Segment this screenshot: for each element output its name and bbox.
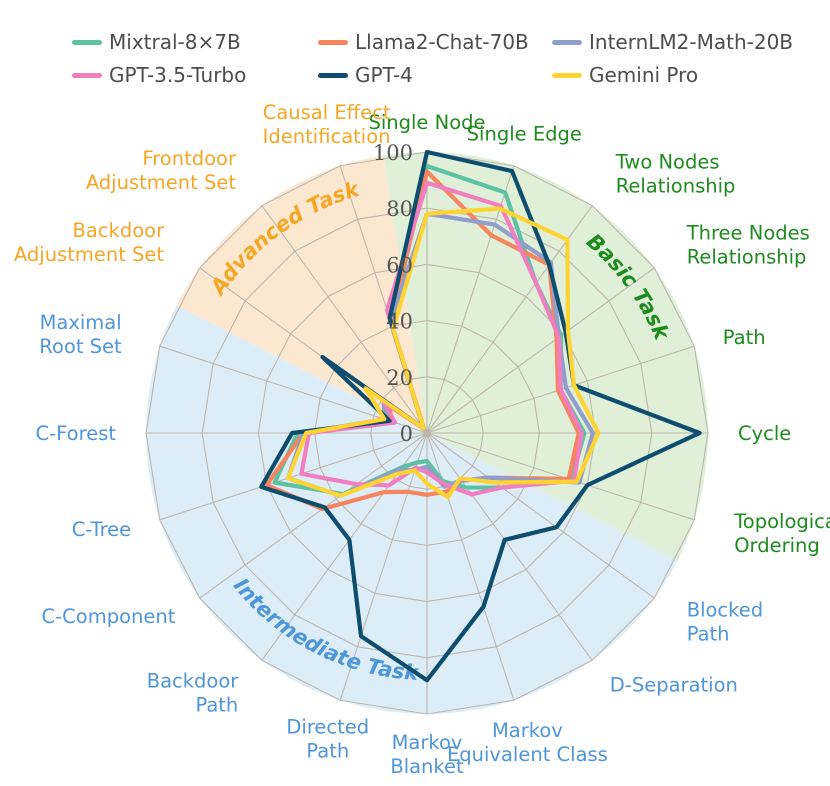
legend-color-swatch <box>318 72 348 78</box>
legend-item[interactable]: Gemini Pro <box>552 65 698 85</box>
legend-color-swatch <box>72 72 102 78</box>
legend-item[interactable]: Mixtral-8×7B <box>72 32 241 52</box>
axis-spoke <box>426 432 655 599</box>
axis-label-line: Causal Effect <box>263 101 391 124</box>
series-line-gpt-3-5-turbo <box>299 180 584 497</box>
legend-item-label: InternLM2-Math-20B <box>589 30 794 54</box>
axis-label-line: Frontdoor <box>142 147 237 170</box>
axis-label-line: Adjustment Set <box>14 243 165 266</box>
axis-label-line: Root Set <box>39 335 122 358</box>
task-group-sector <box>383 152 709 561</box>
legend-item-label: Llama2-Chat-70B <box>355 30 529 54</box>
legend-color-swatch <box>318 39 348 45</box>
legend-item-label: Mixtral-8×7B <box>109 30 241 54</box>
axis-label-line: Directed <box>286 715 369 738</box>
axis-label-line: Path <box>195 694 238 717</box>
task-group-sector <box>145 305 678 714</box>
radial-tick-label: 40 <box>386 310 413 334</box>
axis-label-line: Markov <box>492 719 563 742</box>
axis-spoke <box>339 432 428 701</box>
radial-tick-labels: 0 20 40 60 80 100 <box>373 141 413 446</box>
axis-label-line: Single Node <box>368 111 485 134</box>
axis-label-c-tree: C-Tree <box>72 518 132 541</box>
axis-label-line: Equivalent Class <box>447 743 608 766</box>
axis-label-line: Topological <box>733 510 830 533</box>
axis-label-line: Blocked <box>687 599 763 622</box>
axis-label-line: D-Separation <box>610 674 738 697</box>
axis-label-line: C-Tree <box>72 518 132 541</box>
axis-label-line: Path <box>306 739 349 762</box>
legend-item[interactable]: Llama2-Chat-70B <box>318 32 529 52</box>
axis-label-line: Cycle <box>738 422 791 445</box>
axis-label-path: Path <box>723 326 766 349</box>
axis-label-line: C-Forest <box>36 422 117 445</box>
axis-label-line: Three Nodes <box>686 221 810 244</box>
legend-item-label: GPT-4 <box>355 63 413 87</box>
axis-label-line: Path <box>687 623 730 646</box>
axis-spoke <box>159 432 428 521</box>
series-polylines <box>259 149 702 683</box>
axis-spoke <box>426 432 593 661</box>
axis-label-line: Markov <box>392 731 463 754</box>
axis-label-topological-ordering: TopologicalOrdering <box>733 510 830 557</box>
axis-label-line: Adjustment Set <box>86 171 237 194</box>
radial-tick-label: 0 <box>400 422 413 446</box>
axis-label-line: Blanket <box>390 755 464 778</box>
axis-label-d-separation: D-Separation <box>610 674 738 697</box>
axis-label-line: Relationship <box>616 174 736 197</box>
legend-item[interactable]: InternLM2-Math-20B <box>552 32 793 52</box>
legend-item[interactable]: GPT-4 <box>318 65 413 85</box>
axis-label-line: Path <box>723 326 766 349</box>
axis-label-c-component: C-Component <box>42 605 176 628</box>
radial-tick-label: 100 <box>373 141 413 165</box>
axis-label-line: Relationship <box>687 245 807 268</box>
axis-label-line: Single Edge <box>467 122 582 145</box>
task-group-sector <box>176 155 427 433</box>
axis-label-line: Maximal <box>40 311 122 334</box>
axis-spoke <box>199 432 428 599</box>
legend-color-swatch <box>552 39 582 45</box>
axis-spoke <box>426 267 655 434</box>
axis-label-line: Identification <box>263 125 391 148</box>
axis-spoke <box>426 432 695 521</box>
axis-label-line: Backdoor <box>72 219 165 242</box>
series-line-gemini-pro <box>285 206 601 500</box>
axis-label-line: C-Component <box>42 605 176 628</box>
axis-label-single-edge: Single Edge <box>467 122 582 145</box>
axis-label-line: Two Nodes <box>615 150 720 173</box>
sector-backgrounds <box>145 152 709 714</box>
axis-spoke <box>261 205 428 434</box>
axis-label-line: Backdoor <box>147 670 240 693</box>
radial-tick-label: 20 <box>386 366 413 390</box>
axis-label-c-forest: C-Forest <box>36 422 117 445</box>
legend-color-swatch <box>552 72 582 78</box>
axis-label-cycle: Cycle <box>738 422 791 445</box>
axis-spoke <box>426 205 593 434</box>
legend-item[interactable]: GPT-3.5-Turbo <box>72 65 246 85</box>
axis-label-line: Ordering <box>734 534 820 557</box>
axis-label-single-node: Single Node <box>368 111 485 134</box>
radial-tick-label: 80 <box>386 197 413 221</box>
radial-tick-label: 60 <box>386 253 413 277</box>
legend-item-label: Gemini Pro <box>589 63 699 87</box>
chart-legend: Mixtral-8×7B Llama2-Chat-70B InternLM2-Mat… <box>0 0 830 96</box>
legend-item-label: GPT-3.5-Turbo <box>109 63 247 87</box>
legend-color-swatch <box>72 39 102 45</box>
